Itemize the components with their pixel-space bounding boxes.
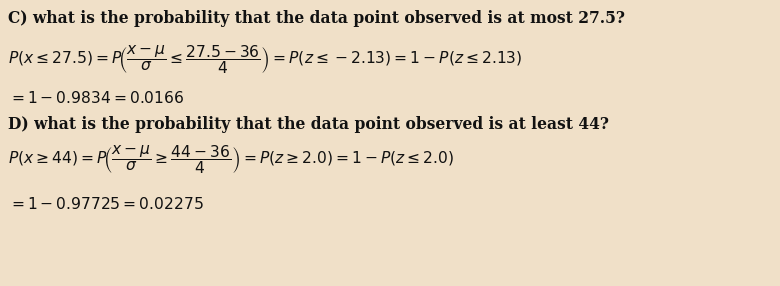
Text: $= 1 - 0.97725 = 0.02275$: $= 1 - 0.97725 = 0.02275$ — [8, 196, 204, 213]
Text: C) what is the probability that the data point observed is at most 27.5?: C) what is the probability that the data… — [8, 10, 625, 27]
Text: $P(x \geq 44) = P\!\left(\dfrac{x-\mu}{\sigma} \geq \dfrac{44-36}{4}\right) = P(: $P(x \geq 44) = P\!\left(\dfrac{x-\mu}{\… — [8, 143, 454, 176]
Text: D) what is the probability that the data point observed is at least 44?: D) what is the probability that the data… — [8, 116, 609, 133]
Text: $P(x \leq 27.5) = P\!\left(\dfrac{x-\mu}{\sigma} \leq \dfrac{27.5-36}{4}\right) : $P(x \leq 27.5) = P\!\left(\dfrac{x-\mu}… — [8, 43, 523, 76]
Text: $= 1 - 0.9834 = 0.0166$: $= 1 - 0.9834 = 0.0166$ — [8, 90, 184, 107]
